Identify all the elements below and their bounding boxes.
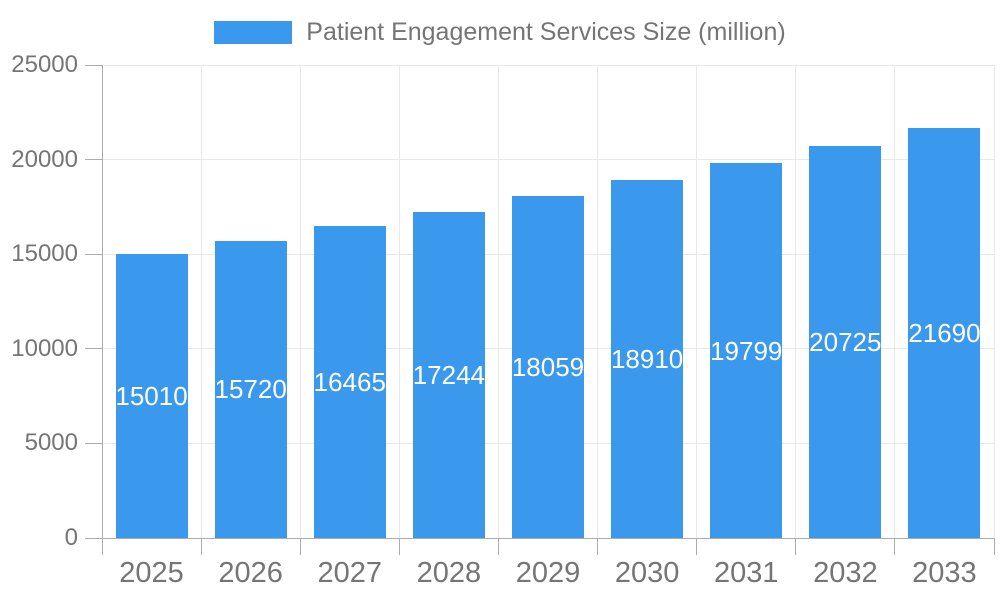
legend-swatch xyxy=(214,21,293,44)
v-gridline xyxy=(200,65,202,538)
x-tick xyxy=(597,538,599,555)
v-gridline xyxy=(795,65,797,538)
y-tick xyxy=(85,159,102,161)
bar[interactable] xyxy=(710,163,783,538)
bar[interactable] xyxy=(115,254,188,538)
bar-value-label: 17244 xyxy=(412,359,486,390)
h-gridline xyxy=(102,159,994,161)
h-gridline xyxy=(102,64,994,66)
v-gridline xyxy=(299,65,301,538)
bar[interactable] xyxy=(512,196,584,538)
y-axis-line xyxy=(101,65,103,555)
x-tick-label: 2033 xyxy=(912,557,977,589)
bar-value-label: 18059 xyxy=(511,352,585,383)
x-tick xyxy=(398,538,400,555)
x-tick xyxy=(993,538,995,555)
x-tick xyxy=(894,538,896,555)
bar[interactable] xyxy=(908,127,981,538)
x-tick-label: 2026 xyxy=(218,557,283,589)
y-tick xyxy=(85,253,102,255)
bar[interactable] xyxy=(313,226,386,538)
bar-value-label: 21690 xyxy=(908,317,981,348)
x-tick-label: 2027 xyxy=(317,557,383,589)
y-tick-label: 10000 xyxy=(11,334,78,362)
x-tick-label: 2032 xyxy=(813,557,878,589)
y-tick-label: 15000 xyxy=(11,240,78,268)
bar[interactable] xyxy=(611,180,684,538)
v-gridline xyxy=(894,65,896,538)
v-gridline xyxy=(398,65,400,538)
bar-value-label: 18910 xyxy=(610,344,684,375)
x-axis-line xyxy=(102,537,994,539)
bar-value-label: 20725 xyxy=(809,326,882,357)
x-tick-label: 2025 xyxy=(119,557,184,589)
v-gridline xyxy=(696,65,698,538)
v-gridline xyxy=(993,65,995,538)
y-tick xyxy=(85,537,102,539)
x-tick xyxy=(795,538,797,555)
y-tick-label: 25000 xyxy=(11,51,78,78)
v-gridline xyxy=(497,65,499,538)
x-tick xyxy=(299,538,301,555)
v-gridline xyxy=(597,65,599,538)
x-tick-label: 2029 xyxy=(515,557,581,589)
y-tick-label: 5000 xyxy=(24,429,78,457)
x-tick-label: 2031 xyxy=(713,557,779,589)
y-tick xyxy=(85,64,102,66)
y-tick xyxy=(85,348,102,350)
x-tick-label: 2028 xyxy=(416,557,482,589)
legend-label: Patient Engagement Services Size (millio… xyxy=(306,18,786,46)
bar-value-label: 19799 xyxy=(710,335,783,366)
bar-value-label: 15010 xyxy=(115,381,188,411)
x-tick xyxy=(200,538,202,555)
bar[interactable] xyxy=(809,145,882,538)
bar[interactable] xyxy=(214,240,287,538)
y-tick xyxy=(85,442,102,444)
bar[interactable] xyxy=(412,211,485,538)
x-tick xyxy=(497,538,499,555)
y-tick-label: 20000 xyxy=(11,145,78,173)
bar-value-label: 15720 xyxy=(214,374,287,405)
bar-value-label: 16465 xyxy=(313,367,386,398)
x-tick-label: 2030 xyxy=(614,557,680,589)
legend[interactable]: Patient Engagement Services Size (millio… xyxy=(0,18,1000,47)
x-tick xyxy=(696,538,698,555)
y-tick-label: 0 xyxy=(64,524,78,551)
